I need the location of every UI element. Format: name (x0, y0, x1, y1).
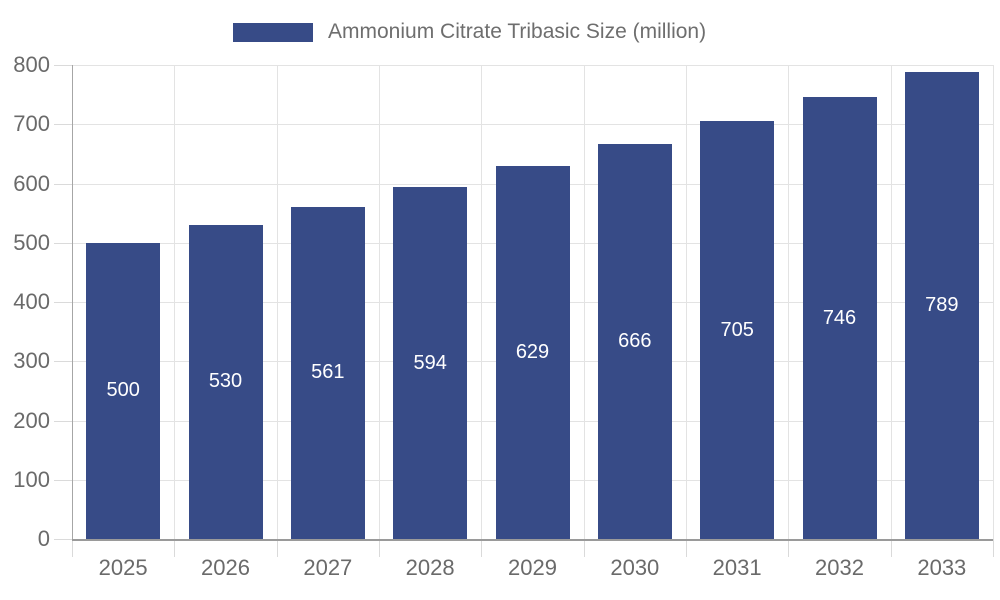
bar: 594 (393, 187, 468, 539)
x-tick (379, 539, 380, 557)
bar: 789 (904, 71, 979, 539)
y-tick (54, 183, 72, 185)
y-tick-label: 0 (37, 526, 50, 551)
x-gridline (481, 65, 483, 539)
x-tick (276, 539, 278, 557)
y-gridline (72, 124, 993, 126)
x-tick (686, 539, 687, 557)
y-tick-label: 100 (13, 466, 50, 492)
legend-swatch (233, 22, 313, 42)
bar-value-label: 705 (720, 318, 754, 341)
x-gridline (276, 65, 278, 539)
bar-value-label: 789 (925, 293, 959, 316)
y-tick (54, 361, 72, 363)
x-tick-label: 2027 (303, 555, 353, 580)
bar-value-label: 500 (106, 379, 140, 402)
x-tick-label: 2030 (610, 555, 660, 580)
bar: 746 (802, 97, 877, 539)
plot-area: 0 100 200 300 400 500 600 700 800 500 2025 530 2026 5… (13, 52, 994, 580)
x-tick-label: 2029 (508, 555, 557, 580)
x-tick (481, 539, 483, 557)
x-tick (72, 539, 73, 557)
x-tick-label: 2025 (98, 555, 148, 580)
bar-value-label: 746 (822, 306, 857, 329)
y-axis-line (72, 65, 73, 539)
y-tick (54, 539, 72, 540)
bar-value-label: 666 (618, 330, 652, 353)
y-tick (54, 242, 72, 244)
bar-value-label: 561 (311, 361, 345, 384)
bar: 629 (495, 166, 570, 539)
bar-value-label: 530 (208, 370, 243, 393)
x-tick-label: 2031 (712, 555, 762, 580)
x-tick-label: 2032 (815, 555, 864, 580)
bar: 705 (700, 121, 775, 539)
y-tick-label: 400 (13, 289, 50, 314)
x-tick (788, 539, 790, 557)
bar-value-label: 629 (515, 341, 550, 364)
x-gridline (583, 65, 585, 539)
bar: 666 (597, 144, 672, 539)
bar: 561 (290, 206, 365, 539)
y-tick-label: 200 (13, 407, 50, 433)
x-tick (583, 539, 585, 557)
x-tick-label: 2026 (201, 555, 250, 580)
y-tick-label: 600 (13, 170, 50, 196)
x-tick-label: 2028 (405, 555, 455, 580)
x-gridline (788, 65, 790, 539)
x-tick-label: 2033 (917, 555, 967, 580)
x-gridline (686, 65, 687, 539)
x-tick (174, 539, 176, 557)
y-tick-label: 300 (13, 348, 50, 374)
bar: 530 (188, 224, 263, 539)
y-gridline (72, 65, 993, 66)
y-tick (54, 420, 72, 422)
bar-value-label: 594 (413, 351, 447, 374)
x-tick (890, 539, 892, 557)
y-tick-label: 700 (13, 111, 50, 137)
x-gridline (174, 65, 176, 539)
y-tick-label: 800 (13, 52, 50, 77)
x-gridline (379, 65, 380, 539)
y-tick (54, 302, 72, 303)
bar: 500 (86, 242, 161, 539)
x-gridline (993, 65, 994, 539)
y-tick (54, 65, 72, 66)
x-tick (993, 539, 994, 557)
x-gridline (890, 65, 892, 539)
legend: Ammonium Citrate Tribasic Size (million) (233, 20, 706, 44)
y-tick (54, 124, 72, 126)
x-axis-line (72, 539, 993, 541)
y-tick (54, 479, 72, 481)
y-tick-label: 500 (13, 229, 50, 255)
legend-label: Ammonium Citrate Tribasic Size (million) (328, 20, 707, 43)
